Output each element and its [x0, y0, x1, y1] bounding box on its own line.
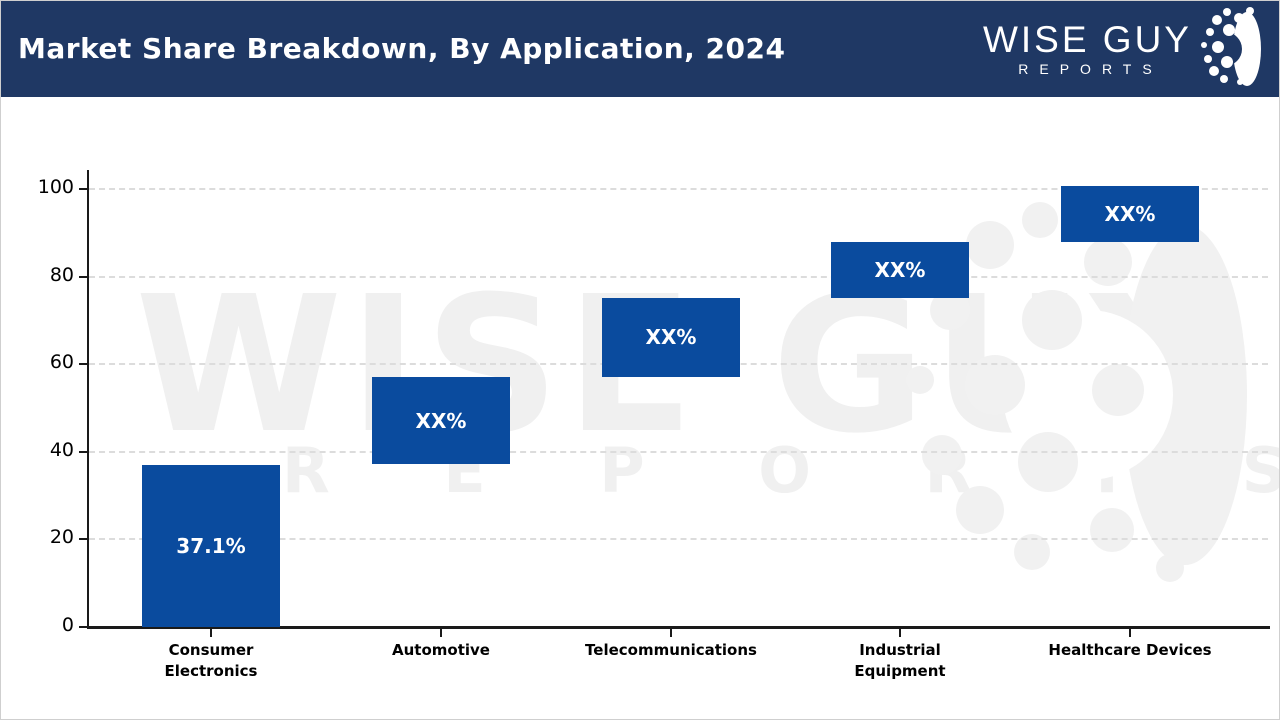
y-tick-mark-40 — [79, 450, 88, 453]
y-tick-mark-100 — [79, 188, 88, 190]
x-tick-label-automotive: Automotive — [392, 641, 490, 659]
header-bar: Market Share Breakdown, By Application, … — [0, 0, 1280, 97]
y-tick-mark-60 — [79, 363, 88, 366]
bar-value-label: XX% — [645, 325, 697, 350]
x-axis-line — [87, 626, 1270, 629]
bar-industrial-equipment: XX% — [831, 241, 969, 298]
y-tick-label-80: 80 — [49, 263, 74, 286]
y-tick-label-100: 100 — [37, 176, 74, 198]
bar-value-label: XX% — [1104, 201, 1156, 226]
brand-name: WISE GUY — [982, 18, 1192, 60]
y-tick-label-20: 20 — [49, 526, 74, 549]
gridline-20 — [89, 538, 1268, 541]
x-tick-label-consumer-electronics: Consumer Electronics — [164, 641, 258, 680]
bar-automotive: XX% — [372, 376, 510, 465]
brand-wordmark: WISE GUY REPORTS — [982, 18, 1192, 77]
bar-value-label: XX% — [874, 257, 926, 282]
y-tick-mark-80 — [79, 275, 88, 278]
gridline-40 — [89, 450, 1268, 453]
y-tick-label-60: 60 — [49, 351, 74, 374]
page-title: Market Share Breakdown, By Application, … — [18, 32, 786, 65]
y-tick-mark-0 — [79, 626, 88, 628]
x-tick-mark-5 — [1129, 629, 1131, 637]
y-tick-label-0: 0 — [61, 614, 74, 636]
brand-head-icon — [1198, 5, 1262, 93]
x-tick-mark-4 — [899, 629, 901, 637]
gridline-80 — [89, 275, 1268, 278]
bar-value-label: 37.1% — [176, 533, 246, 558]
y-tick-mark-20 — [79, 538, 88, 541]
bar-value-label: XX% — [415, 408, 467, 433]
bar-telecommunications: XX% — [602, 297, 740, 377]
brand-logo: WISE GUY REPORTS — [983, 0, 1262, 97]
x-tick-label-healthcare-devices: Healthcare Devices — [1048, 641, 1212, 659]
x-tick-mark-1 — [210, 629, 212, 637]
bar-consumer-electronics: 37.1% — [142, 464, 280, 627]
brand-subname: REPORTS — [1018, 60, 1163, 77]
bar-healthcare-devices: XX% — [1061, 185, 1199, 242]
x-tick-mark-3 — [670, 629, 672, 637]
y-tick-label-40: 40 — [49, 438, 74, 461]
x-tick-label-telecommunications: Telecommunications — [585, 641, 757, 659]
y-axis-line — [87, 170, 89, 628]
x-tick-label-industrial-equipment: Industrial Equipment — [854, 641, 946, 680]
x-tick-mark-2 — [440, 629, 442, 637]
gridline-100 — [89, 188, 1268, 190]
